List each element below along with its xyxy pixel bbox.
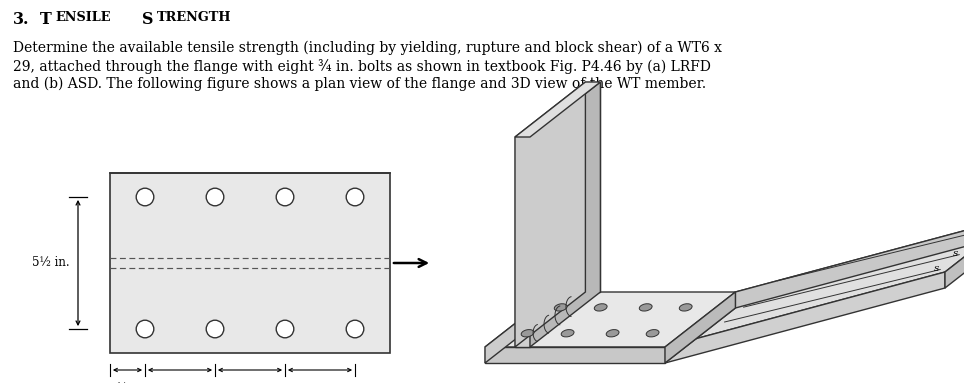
Ellipse shape (606, 330, 619, 337)
Text: Determine the available tensile strength (including by yielding, rupture and blo: Determine the available tensile strength… (13, 41, 722, 56)
Ellipse shape (554, 304, 567, 311)
Ellipse shape (639, 304, 652, 311)
Bar (110, 173, 390, 353)
Text: 29, attached through the flange with eight ¾ in. bolts as shown in textbook Fig.: 29, attached through the flange with eig… (13, 59, 710, 74)
Polygon shape (515, 82, 585, 347)
Circle shape (136, 320, 154, 338)
Circle shape (206, 320, 224, 338)
Circle shape (346, 320, 363, 338)
Ellipse shape (561, 330, 574, 337)
Text: TRENGTH: TRENGTH (157, 11, 231, 24)
Text: 3.: 3. (13, 11, 30, 28)
Polygon shape (530, 82, 601, 347)
Polygon shape (665, 217, 964, 347)
Polygon shape (485, 308, 736, 363)
Text: and (b) ASD. The following figure shows a plan view of the flange and 3D view of: and (b) ASD. The following figure shows … (13, 77, 706, 92)
Circle shape (136, 188, 154, 206)
Polygon shape (485, 347, 665, 363)
Ellipse shape (522, 330, 534, 337)
Text: ENSILE: ENSILE (55, 11, 111, 24)
Text: s: s (953, 249, 958, 258)
Circle shape (277, 188, 294, 206)
Polygon shape (665, 292, 736, 363)
Polygon shape (515, 137, 530, 347)
Circle shape (346, 188, 363, 206)
Text: s: s (934, 264, 939, 273)
Ellipse shape (594, 304, 607, 311)
Polygon shape (945, 217, 964, 288)
Polygon shape (485, 292, 736, 347)
Ellipse shape (680, 304, 692, 311)
Polygon shape (515, 82, 601, 137)
Polygon shape (665, 272, 945, 363)
Polygon shape (736, 217, 964, 308)
Polygon shape (485, 292, 555, 363)
Ellipse shape (646, 330, 659, 337)
Polygon shape (585, 82, 601, 292)
Circle shape (206, 188, 224, 206)
Text: 5½ in.: 5½ in. (33, 257, 70, 270)
Circle shape (277, 320, 294, 338)
Text: S: S (142, 11, 153, 28)
Text: T: T (40, 11, 52, 28)
